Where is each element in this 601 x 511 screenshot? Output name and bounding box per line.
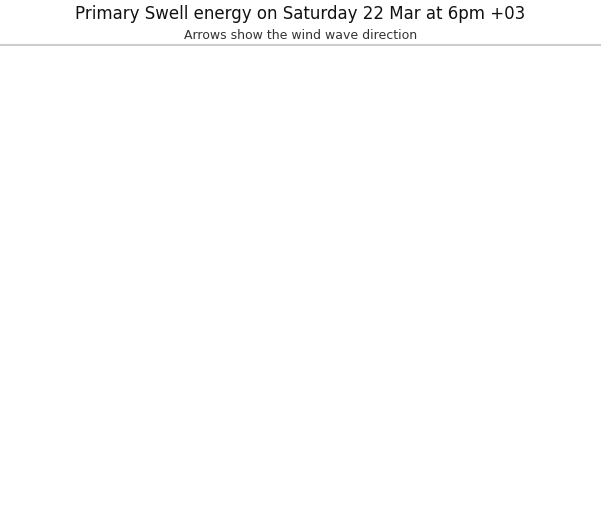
- Text: Arrows show the wind wave direction: Arrows show the wind wave direction: [184, 30, 417, 42]
- Text: Primary Swell energy on Saturday 22 Mar at 6pm +03: Primary Swell energy on Saturday 22 Mar …: [75, 6, 526, 24]
- Text: Map requires cartopy: Map requires cartopy: [197, 268, 404, 288]
